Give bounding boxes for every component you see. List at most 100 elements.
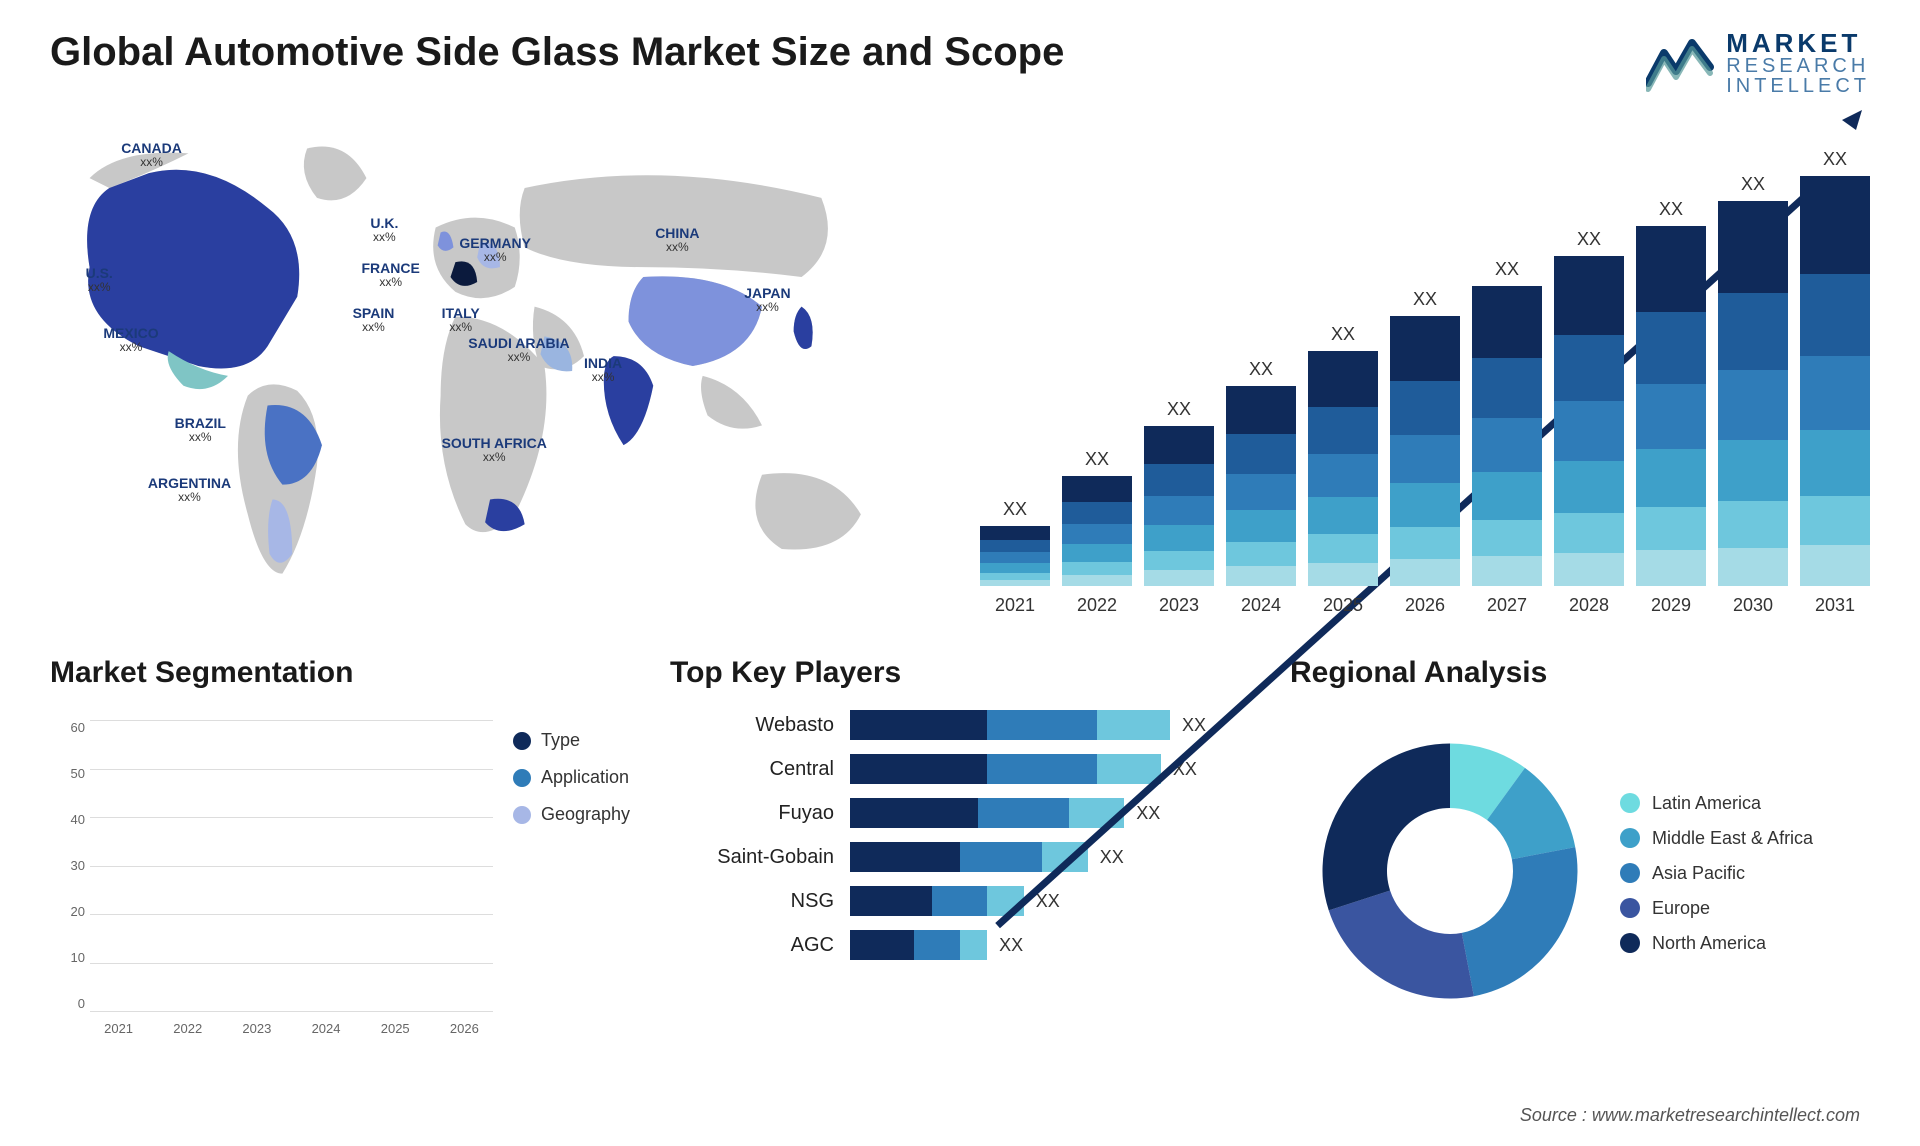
legend-swatch-icon [513,806,531,824]
segmentation-title: Market Segmentation [50,656,630,690]
regional-panel: Regional Analysis Latin America Middle Ea… [1290,656,1870,1036]
region-legend-item: Middle East & Africa [1620,828,1870,849]
growth-bar: XX [1718,174,1788,586]
players-panel: Top Key Players WebastoCentralFuyaoSaint… [670,656,1250,1036]
player-value: XX [1100,847,1124,868]
player-row: XX [850,842,1250,872]
donut-slice [1323,743,1451,910]
legend-swatch-icon [1620,898,1640,918]
growth-bar: XX [1636,199,1706,586]
map-country-label: GERMANYxx% [459,236,531,265]
map-country-label: SOUTH AFRICAxx% [442,436,547,465]
growth-bar: XX [1226,359,1296,586]
seg-ytick: 10 [50,950,85,965]
growth-value: XX [1167,399,1191,420]
seg-legend-item: Application [513,767,630,788]
growth-bar: XX [1554,229,1624,586]
growth-bar: XX [1390,289,1460,586]
player-row: XX [850,710,1250,740]
logo-text-2: RESEARCH [1726,56,1870,76]
map-country-label: INDIAxx% [584,356,622,385]
growth-year: 2029 [1636,595,1706,616]
legend-swatch-icon [1620,828,1640,848]
growth-bar: XX [1062,449,1132,586]
legend-label: Geography [541,804,630,825]
brand-logo: MARKET RESEARCH INTELLECT [1646,30,1870,96]
player-name: Fuyao [778,798,834,828]
growth-chart-panel: XXXXXXXXXXXXXXXXXXXXXX 20212022202320242… [980,116,1870,616]
map-country-label: U.S.xx% [86,266,113,295]
growth-year: 2024 [1226,595,1296,616]
players-bars: XX XX XX XX XX XX [850,710,1250,1036]
growth-value: XX [1823,149,1847,170]
regional-legend: Latin America Middle East & Africa Asia Pa… [1610,793,1870,954]
growth-value: XX [1741,174,1765,195]
page-title: Global Automotive Side Glass Market Size… [50,30,1064,75]
region-legend-item: North America [1620,933,1870,954]
seg-legend-item: Type [513,730,630,751]
growth-bar: XX [980,499,1050,586]
seg-ytick: 30 [50,858,85,873]
map-country-label: JAPANxx% [744,286,790,315]
seg-year: 2024 [297,1021,354,1036]
player-value: XX [1182,715,1206,736]
growth-bar: XX [1472,259,1542,586]
growth-value: XX [1003,499,1027,520]
seg-ytick: 0 [50,996,85,1011]
legend-swatch-icon [513,769,531,787]
growth-value: XX [1659,199,1683,220]
growth-year: 2030 [1718,595,1788,616]
regional-title: Regional Analysis [1290,656,1870,690]
legend-label: Europe [1652,898,1710,919]
seg-year: 2022 [159,1021,216,1036]
legend-label: Type [541,730,580,751]
player-value: XX [1036,891,1060,912]
player-name: NSG [791,886,834,916]
legend-swatch-icon [1620,863,1640,883]
growth-year: 2023 [1144,595,1214,616]
seg-ytick: 40 [50,812,85,827]
growth-value: XX [1577,229,1601,250]
map-country-label: SPAINxx% [353,306,395,335]
growth-year: 2028 [1554,595,1624,616]
map-country-label: CANADAxx% [121,141,182,170]
logo-mark-icon [1646,33,1714,93]
player-value: XX [999,935,1023,956]
growth-bar: XX [1800,149,1870,586]
legend-label: Latin America [1652,793,1761,814]
regional-donut [1290,721,1610,1026]
player-name: Central [770,754,834,784]
legend-swatch-icon [1620,933,1640,953]
growth-year: 2026 [1390,595,1460,616]
world-map-icon [50,116,940,616]
player-value: XX [1173,759,1197,780]
donut-slice [1329,890,1474,998]
legend-swatch-icon [1620,793,1640,813]
seg-year: 2021 [90,1021,147,1036]
map-country-label: ARGENTINAxx% [148,476,231,505]
growth-value: XX [1331,324,1355,345]
map-highlight [794,307,813,349]
seg-ytick: 60 [50,720,85,735]
player-row: XX [850,798,1250,828]
map-country-label: MEXICOxx% [103,326,158,355]
segmentation-legend: Type Application Geography [513,710,630,1036]
legend-label: Middle East & Africa [1652,828,1813,849]
growth-bar: XX [1308,324,1378,586]
source-text: Source : www.marketresearchintellect.com [1520,1105,1860,1126]
player-name: Webasto [755,710,834,740]
region-legend-item: Asia Pacific [1620,863,1870,884]
map-country-label: U.K.xx% [370,216,398,245]
seg-ytick: 20 [50,904,85,919]
legend-label: North America [1652,933,1766,954]
players-labels: WebastoCentralFuyaoSaint-GobainNSGAGC [670,710,850,1036]
player-row: XX [850,886,1250,916]
player-name: Saint-Gobain [717,842,834,872]
player-value: XX [1136,803,1160,824]
growth-value: XX [1249,359,1273,380]
donut-slice [1462,847,1578,996]
seg-year: 2023 [228,1021,285,1036]
growth-value: XX [1413,289,1437,310]
segmentation-panel: Market Segmentation 6050403020100 202120… [50,656,630,1036]
map-country-label: ITALYxx% [442,306,480,335]
